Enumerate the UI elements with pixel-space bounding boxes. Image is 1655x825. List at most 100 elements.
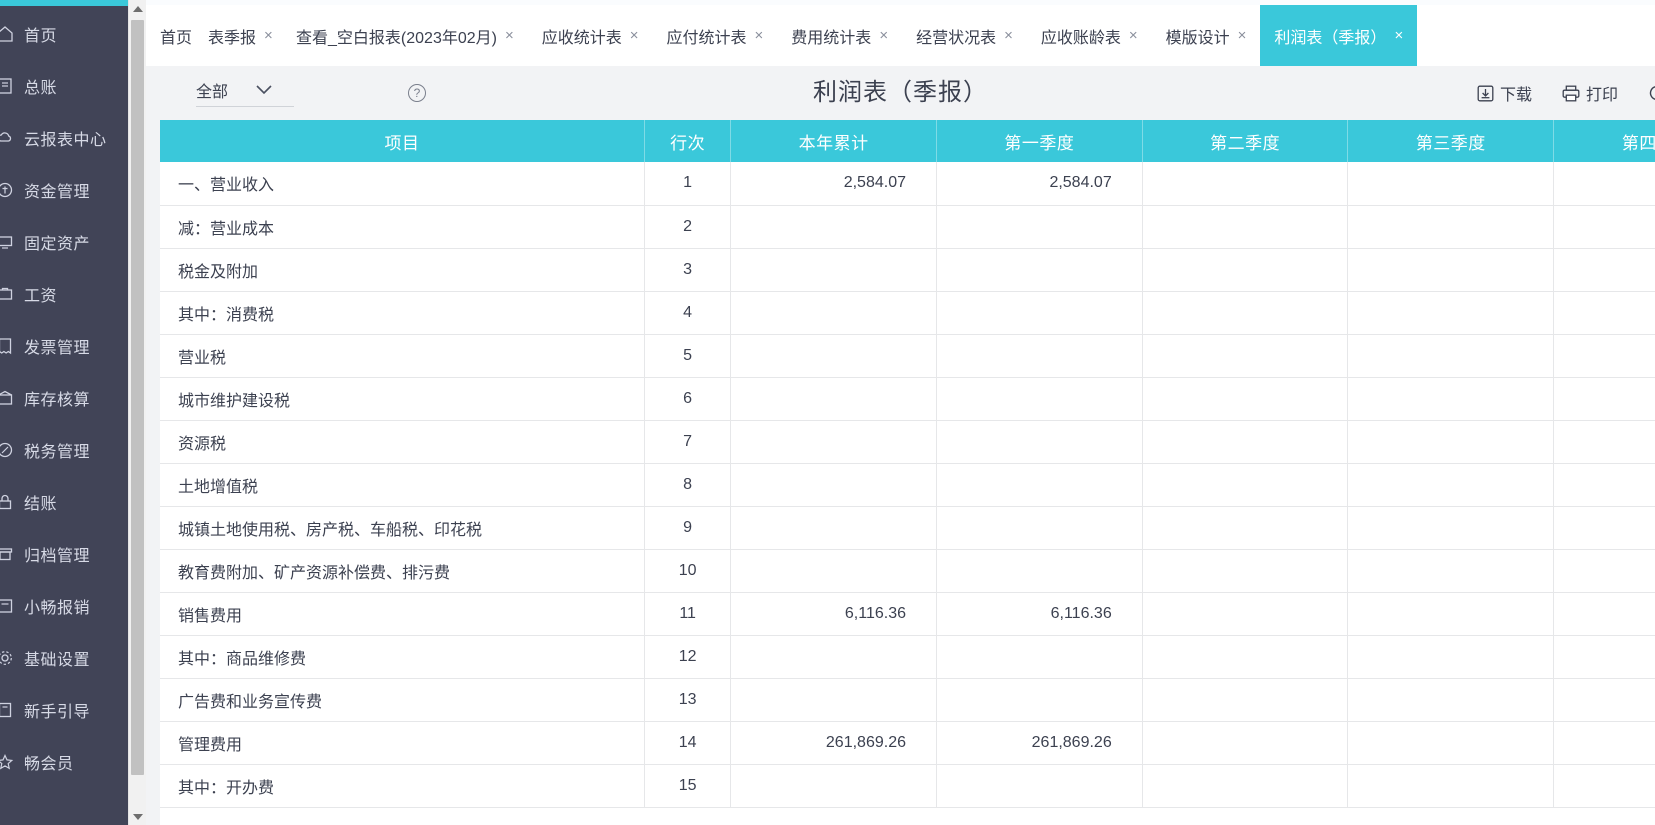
cell-ytd[interactable]: [730, 420, 937, 464]
cell-q2[interactable]: [1142, 463, 1349, 507]
cell-q1[interactable]: [936, 463, 1143, 507]
cell-q1[interactable]: 261,869.26: [936, 721, 1143, 765]
filter-selected-value[interactable]: 全部: [196, 84, 229, 101]
cell-q3[interactable]: [1347, 678, 1555, 722]
tab-6[interactable]: 经营状况表 ×: [902, 5, 1027, 66]
cell-q2[interactable]: [1142, 592, 1349, 636]
cell-q4[interactable]: [1553, 162, 1655, 206]
cell-q4[interactable]: [1553, 506, 1655, 550]
sidebar-item-2[interactable]: 云报表中心: [0, 112, 128, 164]
cell-q2[interactable]: [1142, 377, 1349, 421]
sidebar-item-13[interactable]: 新手引导: [0, 684, 128, 736]
tab-close-icon[interactable]: ×: [504, 27, 514, 44]
cell-q3[interactable]: [1347, 334, 1555, 378]
table-row[interactable]: 土地增值税 8: [160, 463, 1655, 507]
chevron-down-icon[interactable]: [256, 85, 272, 95]
cell-q3[interactable]: [1347, 721, 1555, 765]
cell-q1[interactable]: [936, 764, 1143, 808]
cell-q1[interactable]: [936, 291, 1143, 335]
tab-3[interactable]: 应收统计表 ×: [528, 5, 653, 66]
cell-ytd[interactable]: [730, 549, 937, 593]
cell-q2[interactable]: [1142, 162, 1349, 206]
cell-q1[interactable]: [936, 506, 1143, 550]
tab-5[interactable]: 费用统计表 ×: [777, 5, 902, 66]
table-row[interactable]: 减：营业成本 2: [160, 205, 1655, 249]
tab-2[interactable]: 查看_空白报表(2023年02月) ×: [282, 5, 528, 66]
cell-ytd[interactable]: [730, 205, 937, 249]
report-table-scroll-area[interactable]: 项目行次本年累计第一季度第二季度第三季度第四季度 一、营业收入12,584.07…: [160, 120, 1655, 825]
sidebar-item-7[interactable]: 库存核算: [0, 372, 128, 424]
cell-q3[interactable]: [1347, 463, 1555, 507]
cell-ytd[interactable]: [730, 506, 937, 550]
tab-close-icon[interactable]: ×: [1237, 27, 1247, 44]
table-row[interactable]: 销售费用 11 6,116.36 6,116.36: [160, 592, 1655, 636]
tab-4[interactable]: 应付统计表 ×: [653, 5, 778, 66]
cell-q2[interactable]: [1142, 420, 1349, 464]
cell-q3[interactable]: [1347, 549, 1555, 593]
cell-q1[interactable]: [936, 248, 1143, 292]
cell-q3[interactable]: [1347, 377, 1555, 421]
cell-q4[interactable]: [1553, 377, 1655, 421]
tab-close-icon[interactable]: ×: [879, 27, 889, 44]
sidebar-scrollbar[interactable]: [128, 0, 146, 825]
table-row[interactable]: 其中：开办费 15: [160, 764, 1655, 808]
sidebar-item-12[interactable]: 基础设置: [0, 632, 128, 684]
cell-q2[interactable]: [1142, 678, 1349, 722]
table-row[interactable]: 一、营业收入 1 2,584.07 2,584.07: [160, 162, 1655, 206]
sidebar-item-14[interactable]: 畅会员: [0, 736, 128, 788]
tab-8[interactable]: 模版设计 ×: [1152, 5, 1261, 66]
print-button[interactable]: 打印: [1562, 81, 1618, 105]
table-row[interactable]: 税金及附加 3: [160, 248, 1655, 292]
table-row[interactable]: 教育费附加、矿产资源补偿费、排污费 10: [160, 549, 1655, 593]
cell-q3[interactable]: [1347, 506, 1555, 550]
help-icon[interactable]: ?: [408, 84, 426, 102]
cell-q3[interactable]: [1347, 592, 1555, 636]
cell-q3[interactable]: [1347, 291, 1555, 335]
cell-q2[interactable]: [1142, 205, 1349, 249]
cell-q4[interactable]: [1553, 721, 1655, 765]
cell-q3[interactable]: [1347, 764, 1555, 808]
cell-q2[interactable]: [1142, 506, 1349, 550]
table-row[interactable]: 资源税 7: [160, 420, 1655, 464]
cell-item[interactable]: 教育费附加、矿产资源补偿费、排污费: [160, 549, 645, 593]
cell-ytd[interactable]: 2,584.07: [730, 162, 937, 206]
cell-q3[interactable]: [1347, 205, 1555, 249]
tab-close-icon[interactable]: ×: [264, 27, 273, 44]
cell-q4[interactable]: [1553, 678, 1655, 722]
cell-item[interactable]: 土地增值税: [160, 463, 645, 507]
cell-q4[interactable]: [1553, 205, 1655, 249]
cell-q3[interactable]: [1347, 420, 1555, 464]
cell-ytd[interactable]: [730, 635, 937, 679]
cell-ytd[interactable]: [730, 334, 937, 378]
cell-q1[interactable]: [936, 205, 1143, 249]
cell-q4[interactable]: [1553, 420, 1655, 464]
cell-q1[interactable]: [936, 549, 1143, 593]
cell-q2[interactable]: [1142, 721, 1349, 765]
cell-q4[interactable]: [1553, 764, 1655, 808]
cell-q4[interactable]: [1553, 291, 1655, 335]
cell-item[interactable]: 其中：商品维修费: [160, 635, 645, 679]
cell-q2[interactable]: [1142, 635, 1349, 679]
cell-item[interactable]: 其中：开办费: [160, 764, 645, 808]
cell-q4[interactable]: [1553, 334, 1655, 378]
cell-ytd[interactable]: [730, 463, 937, 507]
cell-ytd[interactable]: [730, 248, 937, 292]
cell-ytd[interactable]: [730, 291, 937, 335]
tab-1[interactable]: 表季报 ×: [194, 5, 282, 66]
cell-item[interactable]: 一、营业收入: [160, 162, 645, 206]
cell-q2[interactable]: [1142, 764, 1349, 808]
cell-q1[interactable]: [936, 678, 1143, 722]
sidebar-item-4[interactable]: 固定资产: [0, 216, 128, 268]
sidebar-item-3[interactable]: 资金管理: [0, 164, 128, 216]
cell-item[interactable]: 销售费用: [160, 592, 645, 636]
cell-ytd[interactable]: [730, 377, 937, 421]
cell-q1[interactable]: 6,116.36: [936, 592, 1143, 636]
cell-ytd[interactable]: 6,116.36: [730, 592, 937, 636]
cell-q4[interactable]: [1553, 635, 1655, 679]
scrollbar-thumb[interactable]: [131, 20, 144, 775]
cell-item[interactable]: 其中：消费税: [160, 291, 645, 335]
cell-q2[interactable]: [1142, 334, 1349, 378]
tab-close-icon[interactable]: ×: [1394, 27, 1404, 44]
sidebar-item-9[interactable]: 结账: [0, 476, 128, 528]
table-row[interactable]: 管理费用 14 261,869.26 261,869.26: [160, 721, 1655, 765]
